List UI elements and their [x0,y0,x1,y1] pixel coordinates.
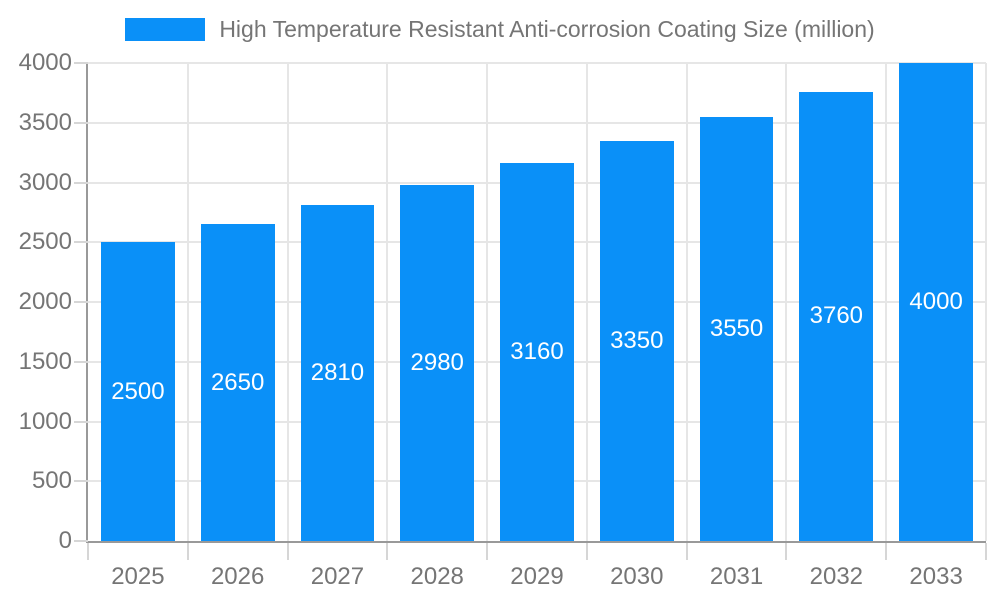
bar[interactable]: 3760 [799,91,874,541]
y-tick-label: 1500 [18,347,72,375]
v-gridline [685,63,688,541]
v-gridline [585,63,588,541]
v-gridline [186,63,189,541]
bar-value-label: 4000 [909,288,963,315]
legend-swatch-icon [125,18,206,41]
bar[interactable]: 2650 [200,224,275,541]
bar[interactable]: 3160 [500,163,574,541]
bar-value-label: 3350 [610,326,664,354]
x-tick-label: 2030 [610,563,664,590]
h-gridline [88,121,986,124]
x-axis-tick [186,543,189,560]
y-axis-tick [74,181,88,184]
x-tick-label: 2033 [909,563,963,590]
x-axis-tick [985,543,987,560]
bar-value-label: 2980 [410,348,464,376]
y-tick-label: 4000 [18,49,72,76]
bar-value-label: 3550 [709,314,764,342]
x-tick-label: 2032 [809,563,864,590]
x-axis-tick [585,543,588,560]
h-gridline [88,62,986,64]
y-axis-tick [74,121,88,124]
y-axis-tick [74,62,88,64]
bar-value-label: 2650 [210,368,265,396]
y-axis-tick [74,420,88,423]
x-tick-label: 2029 [510,563,564,590]
y-tick-label: 3000 [18,168,72,196]
v-gridline [785,63,788,541]
y-tick-label: 3500 [18,108,72,136]
bar[interactable]: 2980 [400,184,475,541]
x-axis-tick [87,543,89,560]
bar-value-label: 3760 [809,302,864,330]
y-axis-tick [74,540,88,542]
bar[interactable]: 4000 [899,63,974,541]
plot-area: 2500 2650 2810 2980 3160 3350 3550 3760 4000 [86,62,987,543]
y-tick-label: 2500 [18,228,72,256]
x-tick-label: 2028 [410,563,464,590]
v-gridline [885,63,888,541]
v-gridline [985,63,987,541]
bar[interactable]: 3550 [699,116,774,541]
x-tick-label: 2031 [709,563,764,590]
v-gridline [386,63,389,541]
x-axis-tick [286,543,289,560]
v-gridline [486,63,489,541]
y-axis-tick [74,241,88,244]
y-tick-label: 0 [58,527,72,554]
x-axis-tick [885,543,888,560]
x-axis-tick [386,543,389,560]
x-axis-tick [785,543,788,560]
y-axis-tick [74,360,88,363]
bar-value-label: 2500 [111,377,165,405]
y-tick-label: 500 [31,467,72,495]
legend-label: High Temperature Resistant Anti-corrosio… [219,16,875,42]
y-tick-label: 2000 [18,288,72,315]
bar[interactable]: 2810 [300,205,375,541]
y-tick-label: 1000 [18,407,72,435]
x-tick-label: 2025 [111,563,165,590]
x-tick-label: 2026 [210,563,265,590]
x-axis-tick [685,543,688,560]
bar[interactable]: 3350 [599,140,674,541]
legend[interactable]: High Temperature Resistant Anti-corrosio… [0,16,1000,43]
x-tick-label: 2027 [310,563,365,590]
y-axis-tick [74,480,88,483]
y-axis-tick [74,301,88,303]
bar[interactable]: 2500 [100,242,175,541]
x-axis-tick [486,543,489,560]
v-gridline [286,63,289,541]
bar-value-label: 3160 [510,338,564,366]
bar-value-label: 2810 [310,359,365,387]
